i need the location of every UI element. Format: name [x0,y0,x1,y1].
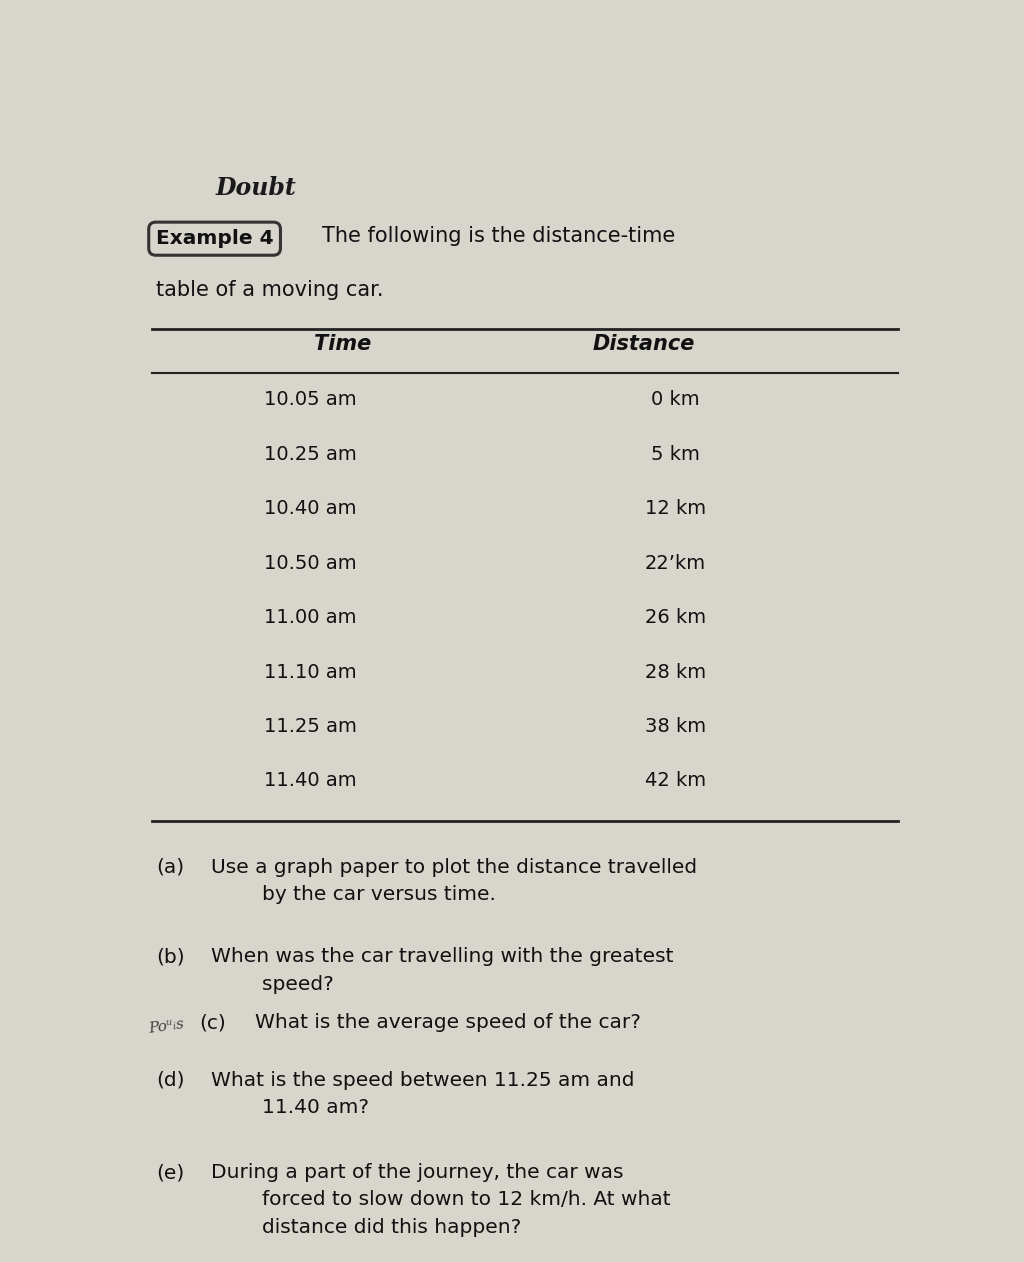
Text: Doubt: Doubt [215,175,296,199]
Text: The following is the distance-time: The following is the distance-time [323,226,676,246]
Text: 10.50 am: 10.50 am [264,554,356,573]
Text: (c): (c) [200,1013,226,1032]
Text: 10.25 am: 10.25 am [264,445,357,464]
Text: When was the car travelling with the greatest
        speed?: When was the car travelling with the gre… [211,948,674,993]
Text: 11.10 am: 11.10 am [264,663,356,681]
Text: What is the average speed of the car?: What is the average speed of the car? [255,1013,641,1032]
Text: 26 km: 26 km [645,608,707,627]
Text: What is the speed between 11.25 am and
        11.40 am?: What is the speed between 11.25 am and 1… [211,1070,635,1117]
Text: 22’km: 22’km [645,554,707,573]
Text: (a): (a) [156,858,184,877]
Text: Use a graph paper to plot the distance travelled
        by the car versus time.: Use a graph paper to plot the distance t… [211,858,697,904]
Text: (d): (d) [156,1070,184,1089]
Text: 42 km: 42 km [645,771,707,790]
Text: table of a moving car.: table of a moving car. [156,280,383,299]
Text: (e): (e) [156,1164,184,1182]
Text: 0 km: 0 km [651,390,699,409]
Text: During a part of the journey, the car was
        forced to slow down to 12 km/h: During a part of the journey, the car wa… [211,1164,671,1237]
Text: Distance: Distance [593,334,695,355]
Text: 11.25 am: 11.25 am [264,717,357,736]
Text: Poᵘᵢs: Poᵘᵢs [147,1017,185,1036]
Text: 12 km: 12 km [645,500,707,519]
Text: Example 4: Example 4 [156,230,273,249]
Text: 5 km: 5 km [651,445,700,464]
Text: (b): (b) [156,948,184,967]
Text: 38 km: 38 km [645,717,707,736]
Text: Time: Time [313,334,371,355]
Text: 11.00 am: 11.00 am [264,608,356,627]
Text: 10.40 am: 10.40 am [264,500,356,519]
Text: 28 km: 28 km [645,663,707,681]
Text: 11.40 am: 11.40 am [264,771,356,790]
Text: 10.05 am: 10.05 am [264,390,356,409]
